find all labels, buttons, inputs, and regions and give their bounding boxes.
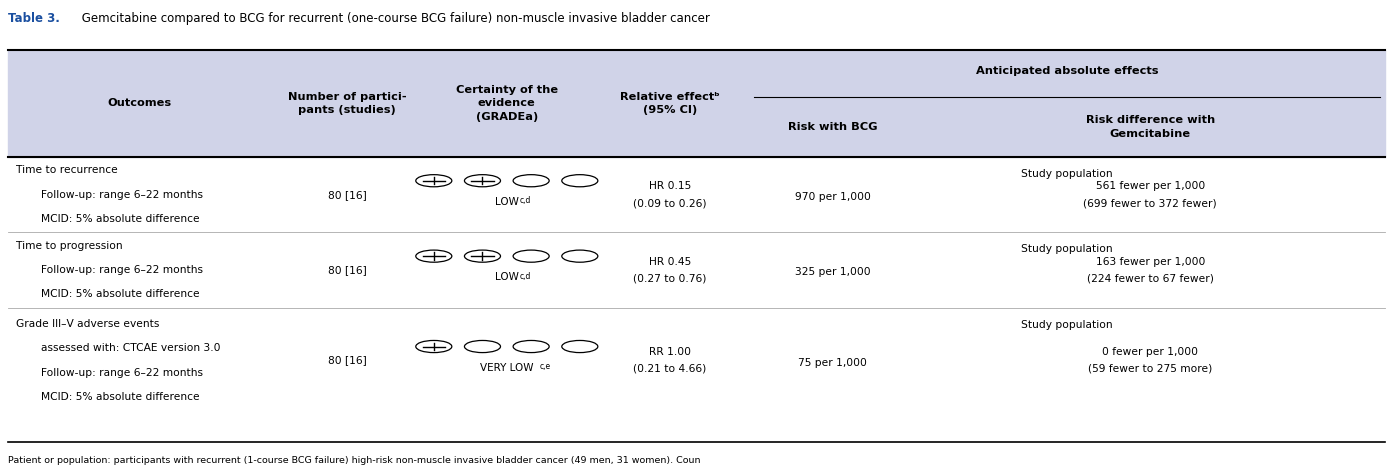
Text: c,d: c,d xyxy=(520,271,532,280)
Text: Study population: Study population xyxy=(1022,168,1113,179)
Text: Risk difference with
Gemcitabine: Risk difference with Gemcitabine xyxy=(1085,115,1214,139)
Text: 80 [16]: 80 [16] xyxy=(328,265,366,275)
Text: Follow-up: range 6–22 months: Follow-up: range 6–22 months xyxy=(40,190,203,200)
Text: Relative effectᵇ
(95% CI): Relative effectᵇ (95% CI) xyxy=(620,92,719,115)
Text: Certainty of the
evidence
(GRADEa): Certainty of the evidence (GRADEa) xyxy=(455,85,558,122)
Circle shape xyxy=(465,340,501,352)
Text: 970 per 1,000: 970 per 1,000 xyxy=(795,192,870,202)
Text: LOW: LOW xyxy=(496,272,519,283)
Text: MCID: 5% absolute difference: MCID: 5% absolute difference xyxy=(40,289,200,300)
Text: c,e: c,e xyxy=(540,362,551,371)
Circle shape xyxy=(562,250,598,262)
Circle shape xyxy=(416,250,452,262)
Circle shape xyxy=(514,250,550,262)
Circle shape xyxy=(514,340,550,352)
Text: RR 1.00: RR 1.00 xyxy=(648,347,691,357)
Text: Risk with BCG: Risk with BCG xyxy=(788,122,877,132)
Circle shape xyxy=(465,250,501,262)
Text: assessed with: CTCAE version 3.0: assessed with: CTCAE version 3.0 xyxy=(40,344,221,353)
Text: Grade III–V adverse events: Grade III–V adverse events xyxy=(15,319,160,329)
Circle shape xyxy=(416,175,452,187)
Circle shape xyxy=(562,175,598,187)
Text: (59 fewer to 275 more): (59 fewer to 275 more) xyxy=(1088,364,1212,374)
Text: 561 fewer per 1,000: 561 fewer per 1,000 xyxy=(1095,181,1205,191)
Text: Time to progression: Time to progression xyxy=(15,241,122,251)
Text: Follow-up: range 6–22 months: Follow-up: range 6–22 months xyxy=(40,265,203,275)
Text: (0.27 to 0.76): (0.27 to 0.76) xyxy=(633,274,706,284)
Text: Patient or population: participants with recurrent (1-course BCG failure) high-r: Patient or population: participants with… xyxy=(7,456,700,465)
Text: Table 3.: Table 3. xyxy=(7,12,60,25)
Text: 75 per 1,000: 75 per 1,000 xyxy=(798,358,868,368)
Text: Study population: Study population xyxy=(1022,320,1113,329)
Text: 325 per 1,000: 325 per 1,000 xyxy=(795,268,870,278)
Circle shape xyxy=(465,175,501,187)
Text: Follow-up: range 6–22 months: Follow-up: range 6–22 months xyxy=(40,368,203,378)
Text: Outcomes: Outcomes xyxy=(107,98,172,109)
Text: Number of partici-
pants (studies): Number of partici- pants (studies) xyxy=(289,92,407,115)
Text: HR 0.15: HR 0.15 xyxy=(648,181,691,191)
Text: Time to recurrence: Time to recurrence xyxy=(15,166,118,176)
Circle shape xyxy=(562,340,598,352)
Text: 163 fewer per 1,000: 163 fewer per 1,000 xyxy=(1095,257,1205,267)
Text: MCID: 5% absolute difference: MCID: 5% absolute difference xyxy=(40,214,200,224)
Text: LOW: LOW xyxy=(496,197,519,207)
Text: HR 0.45: HR 0.45 xyxy=(648,257,691,267)
Text: (224 fewer to 67 fewer): (224 fewer to 67 fewer) xyxy=(1087,274,1213,284)
Circle shape xyxy=(416,340,452,352)
Text: Study population: Study population xyxy=(1022,244,1113,254)
Text: Gemcitabine compared to BCG for recurrent (one-course BCG failure) non-muscle in: Gemcitabine compared to BCG for recurren… xyxy=(78,12,711,25)
Circle shape xyxy=(514,175,550,187)
Text: (699 fewer to 372 fewer): (699 fewer to 372 fewer) xyxy=(1084,198,1217,208)
Text: Anticipated absolute effects: Anticipated absolute effects xyxy=(976,66,1158,76)
Text: 80 [16]: 80 [16] xyxy=(328,356,366,366)
Text: MCID: 5% absolute difference: MCID: 5% absolute difference xyxy=(40,392,200,402)
Text: 80 [16]: 80 [16] xyxy=(328,190,366,200)
Text: VERY LOW: VERY LOW xyxy=(480,363,533,373)
Text: (0.21 to 4.66): (0.21 to 4.66) xyxy=(633,364,706,374)
Text: 0 fewer per 1,000: 0 fewer per 1,000 xyxy=(1102,347,1198,357)
Text: c,d: c,d xyxy=(520,196,532,205)
Bar xyxy=(7,50,1385,157)
Text: (0.09 to 0.26): (0.09 to 0.26) xyxy=(633,198,706,208)
